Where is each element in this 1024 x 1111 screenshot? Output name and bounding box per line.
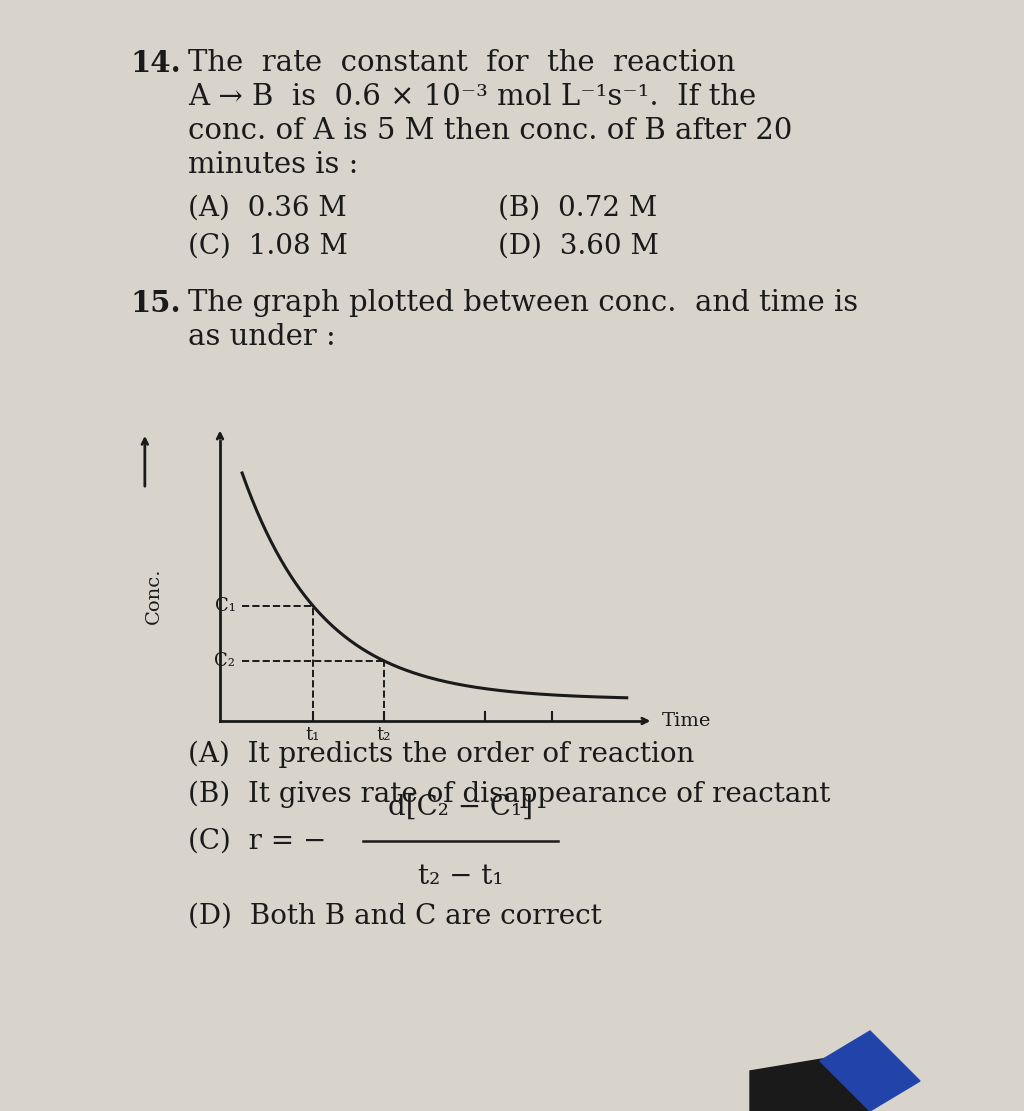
Text: d[C₂ − C₁]: d[C₂ − C₁] [388, 794, 534, 821]
Text: conc. of A is 5 M then conc. of B after 20: conc. of A is 5 M then conc. of B after … [188, 117, 793, 146]
Text: (A)  It predicts the order of reaction: (A) It predicts the order of reaction [188, 741, 694, 769]
Text: (C)  1.08 M: (C) 1.08 M [188, 233, 348, 260]
Text: (A)  0.36 M: (A) 0.36 M [188, 196, 347, 222]
Text: A → B  is  0.6 × 10⁻³ mol L⁻¹s⁻¹.  If the: A → B is 0.6 × 10⁻³ mol L⁻¹s⁻¹. If the [188, 83, 757, 111]
Text: C₂: C₂ [214, 652, 236, 670]
Text: as under :: as under : [188, 323, 336, 351]
Text: Time: Time [663, 712, 712, 730]
Text: (D)  3.60 M: (D) 3.60 M [498, 233, 658, 260]
Text: C₁: C₁ [215, 597, 236, 614]
Polygon shape [750, 1051, 870, 1111]
Text: The  rate  constant  for  the  reaction: The rate constant for the reaction [188, 49, 735, 77]
Text: minutes is :: minutes is : [188, 151, 358, 179]
Text: (B)  0.72 M: (B) 0.72 M [498, 196, 657, 222]
Text: 14.: 14. [130, 49, 181, 78]
Text: (D)  Both B and C are correct: (D) Both B and C are correct [188, 903, 602, 930]
Text: t₂ − t₁: t₂ − t₁ [418, 863, 503, 890]
Text: (B)  It gives rate of disappearance of reactant: (B) It gives rate of disappearance of re… [188, 781, 830, 809]
Text: Conc.: Conc. [144, 568, 163, 624]
Text: The graph plotted between conc.  and time is: The graph plotted between conc. and time… [188, 289, 858, 317]
Text: 15.: 15. [130, 289, 180, 318]
Text: t₂: t₂ [377, 727, 391, 744]
Text: t₁: t₁ [305, 727, 321, 744]
Polygon shape [820, 1031, 920, 1111]
Text: (C)  r = −: (C) r = − [188, 828, 327, 854]
